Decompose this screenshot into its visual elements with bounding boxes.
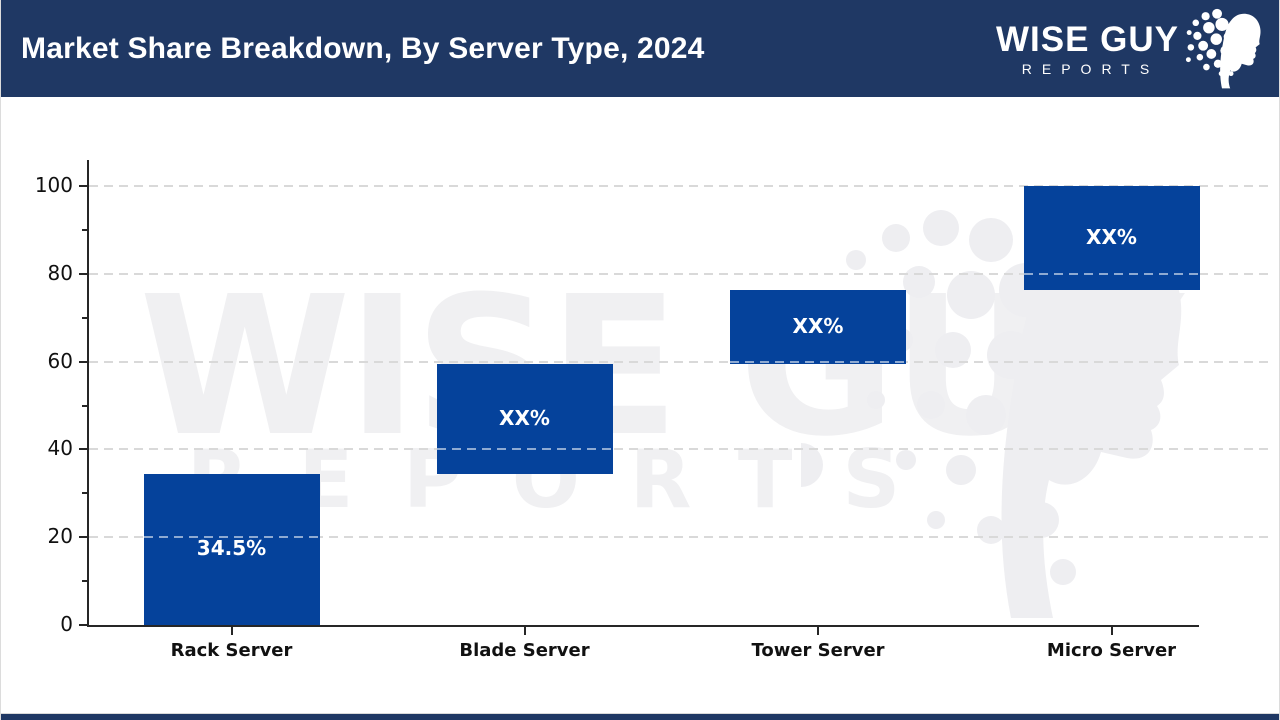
gridline-over-bar xyxy=(143,536,320,539)
y-gridline xyxy=(89,185,1269,187)
y-tick-label: 60 xyxy=(47,348,73,373)
bar-tower-server: XX% xyxy=(730,290,906,364)
y-tick-label: 20 xyxy=(47,524,73,549)
y-tick xyxy=(79,448,87,451)
y-gridline xyxy=(89,448,1269,451)
brand-logo: WISE GUY REPORTS xyxy=(996,7,1263,91)
y-minor-tick xyxy=(82,228,87,231)
brand-logo-text: WISE GUY REPORTS xyxy=(996,22,1179,76)
y-axis-spine xyxy=(87,160,89,627)
brand-subtitle: REPORTS xyxy=(1021,60,1160,77)
footer-bar xyxy=(1,714,1279,720)
brand-name: WISE GUY xyxy=(995,19,1179,59)
y-minor-tick xyxy=(82,580,87,583)
y-minor-tick xyxy=(82,316,87,319)
y-tick-label: 80 xyxy=(47,260,73,285)
y-tick-label: 0 xyxy=(60,612,73,636)
y-gridline xyxy=(89,272,1269,275)
page-title: Market Share Breakdown, By Server Type, … xyxy=(21,31,705,65)
bar-value-label: 34.5% xyxy=(196,536,267,561)
header: Market Share Breakdown, By Server Type, … xyxy=(1,0,1279,97)
x-category-label: Rack Server xyxy=(170,640,293,661)
x-category-label: Tower Server xyxy=(751,640,885,661)
footer-hairline xyxy=(1,713,1279,714)
bar-blade-server: XX% xyxy=(436,363,613,474)
x-tick xyxy=(523,627,526,635)
gridline-over-bar xyxy=(1023,272,1200,275)
gridline-over-bar xyxy=(730,360,906,363)
gridline-over-bar xyxy=(436,448,613,451)
bar-rack-server: 34.5% xyxy=(143,473,320,625)
y-tick xyxy=(79,272,87,275)
y-gridline xyxy=(89,360,1269,363)
x-category-label: Blade Server xyxy=(459,640,590,661)
y-tick xyxy=(79,536,87,539)
y-gridline xyxy=(89,536,1269,539)
bar-value-label: XX% xyxy=(499,405,550,430)
x-tick xyxy=(230,627,233,635)
y-tick-label: 100 xyxy=(34,173,73,197)
y-tick xyxy=(79,360,87,363)
x-axis-spine xyxy=(87,625,1199,627)
bar-value-label: XX% xyxy=(792,313,844,338)
y-tick xyxy=(79,185,87,187)
y-tick-label: 40 xyxy=(47,436,73,461)
y-minor-tick xyxy=(82,492,87,495)
logo-face-icon xyxy=(1185,8,1261,88)
x-tick xyxy=(1110,627,1113,635)
y-minor-tick xyxy=(82,404,87,407)
y-tick xyxy=(79,624,87,626)
bar-micro-server: XX% xyxy=(1023,186,1200,291)
bar-value-label: XX% xyxy=(1086,225,1137,250)
x-tick xyxy=(817,627,819,635)
x-category-label: Micro Server xyxy=(1046,640,1177,661)
